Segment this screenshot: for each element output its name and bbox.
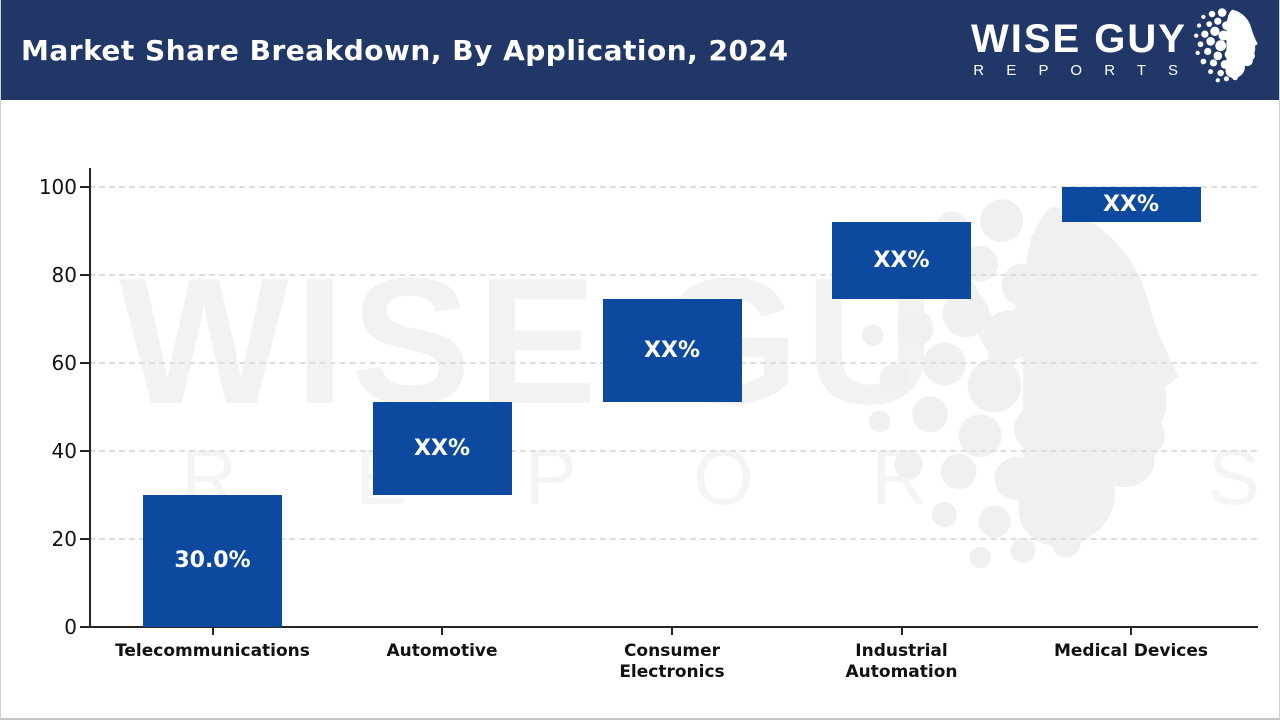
bar-segment: XX%: [372, 402, 512, 495]
y-tick-mark: [80, 273, 89, 276]
y-tick-mark: [80, 626, 89, 628]
x-category-label: Industrial Automation: [845, 641, 958, 682]
x-tick-mark: [211, 627, 214, 635]
gridline-20: [89, 537, 1257, 540]
header: Market Share Breakdown, By Application, …: [1, 0, 1279, 100]
x-category-label: Medical Devices: [1053, 641, 1208, 661]
bar-value-label: XX%: [644, 338, 700, 364]
logo-wordmark: WISE GUY: [970, 17, 1187, 61]
gridline-100: [89, 185, 1257, 188]
x-tick-mark: [1130, 627, 1132, 635]
bar-value-label: 30.0%: [174, 548, 251, 574]
x-category-label: Automotive: [386, 641, 498, 661]
bar-value-label: XX%: [1103, 191, 1159, 217]
y-tick-label: 80: [51, 262, 77, 287]
y-tick-label: 60: [51, 350, 77, 375]
y-tick-label: 40: [51, 438, 77, 463]
x-category-label: Consumer Electronics: [619, 641, 725, 682]
x-axis-line: [89, 626, 1258, 628]
y-tick-mark: [80, 361, 89, 364]
bar-segment: XX%: [832, 221, 971, 299]
page-title: Market Share Breakdown, By Application, …: [21, 33, 789, 67]
y-tick-mark: [80, 449, 89, 452]
face-logo-icon: [1194, 8, 1258, 83]
x-category-label: Telecommunications: [115, 641, 310, 661]
wise-guy-logo: WISE GUY R E P O R T S: [971, 6, 1261, 94]
logo-text: WISE GUY R E P O R T S: [971, 19, 1187, 81]
y-tick-label: 100: [38, 174, 77, 199]
y-tick-mark: [80, 185, 89, 188]
bar-segment: XX%: [602, 298, 742, 403]
y-tick-label: 20: [51, 526, 77, 551]
y-tick-mark: [80, 537, 89, 540]
x-tick-mark: [671, 627, 673, 635]
x-tick-mark: [441, 627, 443, 635]
gridline-80: [89, 273, 1257, 276]
y-axis-line: [89, 168, 91, 628]
y-tick-label: 0: [64, 615, 77, 639]
x-tick-mark: [900, 627, 903, 635]
logo-subtitle: R E P O R T S: [973, 62, 1187, 79]
bar-value-label: XX%: [414, 436, 470, 462]
bar-segment: XX%: [1061, 186, 1201, 222]
bar-value-label: XX%: [873, 247, 930, 273]
bar-segment: 30.0%: [143, 494, 282, 627]
gridline-40: [89, 449, 1257, 452]
